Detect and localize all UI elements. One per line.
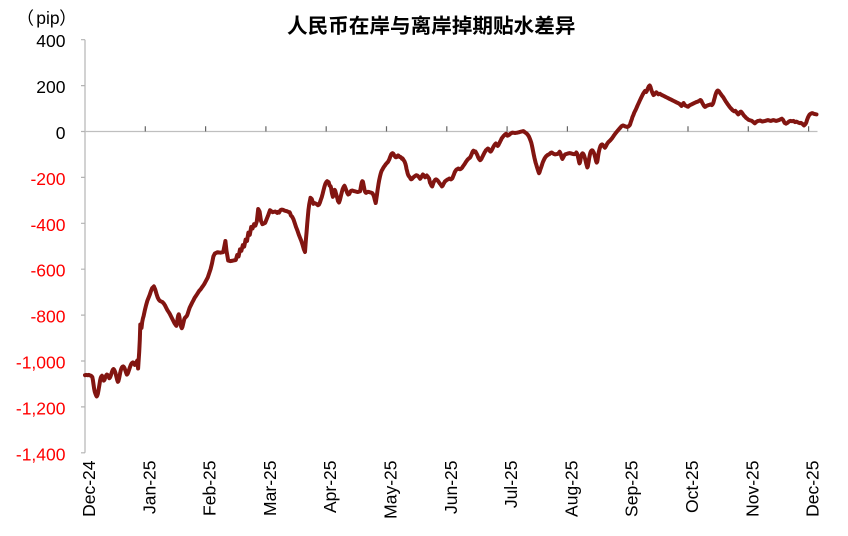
svg-text:400: 400 — [36, 31, 65, 51]
svg-text:pip: pip — [36, 8, 59, 28]
svg-text:Dec-24: Dec-24 — [79, 460, 99, 517]
svg-text:Jun-25: Jun-25 — [441, 461, 461, 515]
svg-text:Jan-25: Jan-25 — [139, 461, 159, 515]
svg-text:-400: -400 — [30, 215, 65, 235]
svg-text:200: 200 — [36, 77, 65, 97]
svg-text:Mar-25: Mar-25 — [260, 461, 280, 516]
svg-text:May-25: May-25 — [381, 461, 401, 519]
svg-text:Nov-25: Nov-25 — [742, 461, 762, 517]
svg-text:-800: -800 — [30, 307, 65, 327]
svg-text:-600: -600 — [30, 261, 65, 281]
svg-text:-1,400: -1,400 — [16, 444, 66, 464]
svg-text:Jul-25: Jul-25 — [501, 461, 521, 509]
svg-text:-200: -200 — [30, 169, 65, 189]
svg-text:Feb-25: Feb-25 — [200, 461, 220, 516]
svg-text:Dec-25: Dec-25 — [803, 461, 823, 517]
svg-text:Aug-25: Aug-25 — [561, 461, 581, 517]
svg-text:Sep-25: Sep-25 — [622, 461, 642, 517]
svg-text:-1,000: -1,000 — [16, 353, 66, 373]
svg-text:Oct-25: Oct-25 — [682, 461, 702, 514]
svg-text:Apr-25: Apr-25 — [320, 461, 340, 514]
svg-text:0: 0 — [56, 123, 66, 143]
svg-text:-1,200: -1,200 — [16, 398, 66, 418]
